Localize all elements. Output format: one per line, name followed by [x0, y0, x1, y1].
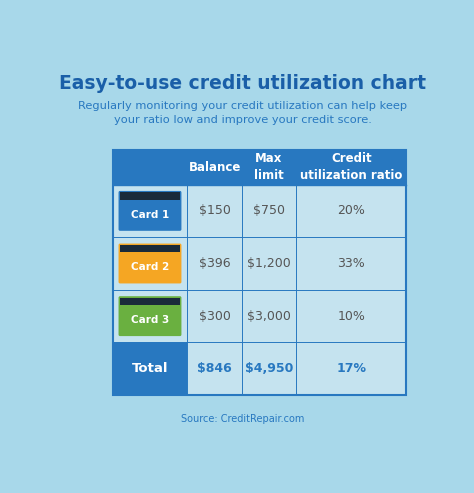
Bar [112, 150, 406, 395]
Text: $4,950: $4,950 [245, 362, 293, 375]
Bar [296, 290, 406, 343]
Bar [112, 343, 187, 395]
Text: 17%: 17% [336, 362, 366, 375]
Bar [187, 184, 242, 237]
Bar [120, 192, 180, 200]
Text: $846: $846 [197, 362, 232, 375]
Text: $1,200: $1,200 [247, 257, 291, 270]
Text: $396: $396 [199, 257, 230, 270]
Bar [112, 184, 187, 237]
Bar [187, 290, 242, 343]
Text: $150: $150 [199, 205, 230, 217]
Text: Regularly monitoring your credit utilization can help keep
your ratio low and im: Regularly monitoring your credit utiliza… [78, 101, 408, 125]
Bar [242, 184, 296, 237]
Bar [187, 343, 242, 395]
Text: Total: Total [132, 362, 168, 375]
Bar [296, 184, 406, 237]
Bar [296, 237, 406, 290]
Text: 20%: 20% [337, 205, 365, 217]
Bar [112, 290, 187, 343]
Text: $300: $300 [199, 310, 230, 322]
Bar [120, 298, 180, 305]
Bar [120, 245, 180, 252]
FancyBboxPatch shape [118, 296, 182, 336]
Text: Card 1: Card 1 [131, 210, 169, 219]
Bar [242, 343, 296, 395]
Bar [296, 343, 406, 395]
Text: Balance: Balance [189, 161, 241, 174]
Text: Easy-to-use credit utilization chart: Easy-to-use credit utilization chart [59, 74, 427, 93]
Text: $750: $750 [253, 205, 285, 217]
Text: Credit
utilization ratio: Credit utilization ratio [300, 152, 402, 182]
Text: 10%: 10% [337, 310, 365, 322]
Bar [112, 150, 406, 184]
Text: Card 2: Card 2 [131, 262, 169, 272]
Text: Source: CreditRepair.com: Source: CreditRepair.com [181, 414, 305, 424]
Bar [242, 237, 296, 290]
FancyBboxPatch shape [118, 244, 182, 283]
Bar [242, 290, 296, 343]
Text: $3,000: $3,000 [247, 310, 291, 322]
Text: 33%: 33% [337, 257, 365, 270]
Text: Card 3: Card 3 [131, 315, 169, 325]
Text: Max
limit: Max limit [254, 152, 284, 182]
Bar [112, 237, 187, 290]
Bar [187, 237, 242, 290]
FancyBboxPatch shape [118, 191, 182, 231]
